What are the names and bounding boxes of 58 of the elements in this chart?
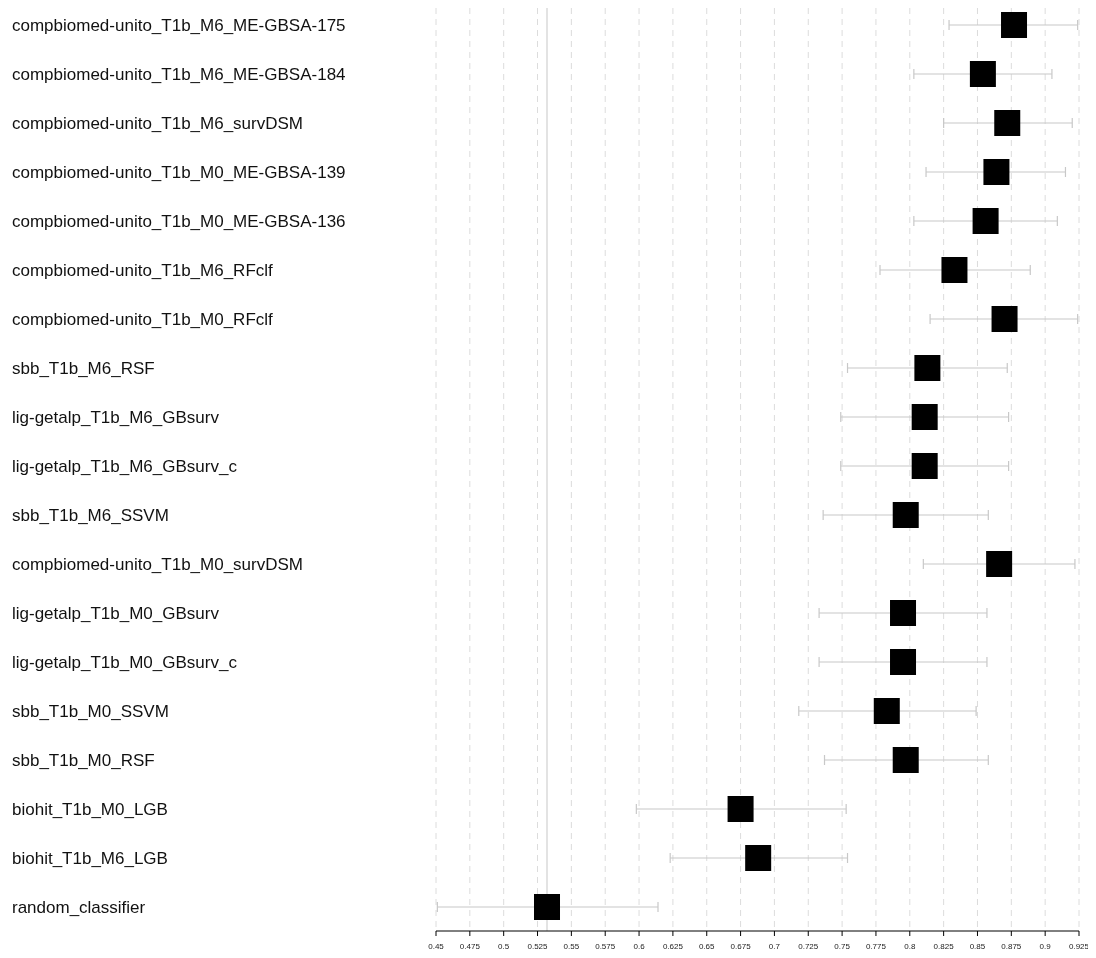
- x-tick-label: 0.5: [498, 942, 510, 951]
- y-tick-label: compbiomed-unito_T1b_M6_survDSM: [12, 113, 304, 133]
- x-tick-label: 0.625: [662, 942, 684, 951]
- y-tick-label: biohit_T1b_M0_LGB: [12, 799, 168, 819]
- point: [892, 747, 919, 773]
- point: [1001, 12, 1028, 38]
- x-tick-label: 0.925: [1068, 942, 1090, 951]
- x-tick-label: 0.525: [527, 942, 549, 951]
- x-tick-label: 0.7: [768, 942, 781, 951]
- point: [727, 796, 754, 822]
- x-tick-label: 0.775: [865, 942, 887, 951]
- point: [983, 159, 1010, 185]
- y-tick-label: sbb_T1b_M6_RSF: [12, 358, 155, 378]
- y-tick-label: sbb_T1b_M0_SSVM: [12, 701, 169, 721]
- y-tick-label: compbiomed-unito_T1b_M0_survDSM: [12, 554, 304, 574]
- y-tick-label: sbb_T1b_M6_SSVM: [12, 505, 169, 525]
- y-tick-label: lig-getalp_T1b_M0_GBsurv: [12, 603, 220, 623]
- y-tick-label: random_classifier: [12, 897, 146, 917]
- point: [986, 551, 1013, 577]
- point: [534, 894, 560, 920]
- y-tick-label: compbiomed-unito_T1b_M6_ME-GBSA-184: [12, 64, 346, 84]
- point: [991, 306, 1018, 332]
- x-tick-label: 0.875: [1001, 942, 1022, 951]
- point: [972, 208, 999, 234]
- x-tick-label: 0.45: [428, 942, 445, 951]
- x-tick-label: 0.575: [595, 942, 616, 951]
- point: [994, 110, 1021, 136]
- x-tick-label: 0.55: [563, 942, 580, 951]
- x-tick-label: 0.675: [730, 942, 752, 951]
- point: [911, 453, 938, 479]
- y-tick-label: compbiomed-unito_T1b_M6_RFclf: [12, 260, 274, 280]
- x-tick-label: 0.6: [633, 942, 646, 951]
- x-tick-label: 0.475: [459, 942, 481, 951]
- point: [890, 600, 917, 626]
- y-tick-label: lig-getalp_T1b_M6_GBsurv: [12, 407, 220, 427]
- point: [745, 845, 772, 871]
- point: [941, 257, 968, 283]
- x-tick-label: 0.825: [933, 942, 955, 951]
- x-tick-label: 0.65: [698, 942, 716, 951]
- x-tick-label: 0.9: [1039, 942, 1052, 951]
- point: [890, 649, 917, 675]
- y-tick-label: compbiomed-unito_T1b_M0_ME-GBSA-139: [12, 162, 346, 182]
- x-tick-label: 0.725: [798, 942, 819, 951]
- y-tick-label: compbiomed-unito_T1b_M0_ME-GBSA-136: [12, 211, 346, 231]
- y-tick-label: lig-getalp_T1b_M0_GBsurv_c: [12, 652, 238, 672]
- y-tick-label: biohit_T1b_M6_LGB: [12, 848, 168, 868]
- point: [969, 61, 996, 87]
- point: [873, 698, 900, 724]
- y-tick-label: lig-getalp_T1b_M6_GBsurv_c: [12, 456, 238, 476]
- y-tick-label: compbiomed-unito_T1b_M6_ME-GBSA-175: [12, 15, 346, 35]
- point: [914, 355, 941, 381]
- y-tick-label: compbiomed-unito_T1b_M0_RFclf: [12, 309, 274, 329]
- y-tick-label: sbb_T1b_M0_RSF: [12, 750, 155, 770]
- x-tick-label: 0.8: [904, 942, 916, 951]
- point: [911, 404, 938, 430]
- x-tick-label: 0.75: [834, 942, 851, 951]
- point: [892, 502, 919, 528]
- x-tick-label: 0.85: [969, 942, 986, 951]
